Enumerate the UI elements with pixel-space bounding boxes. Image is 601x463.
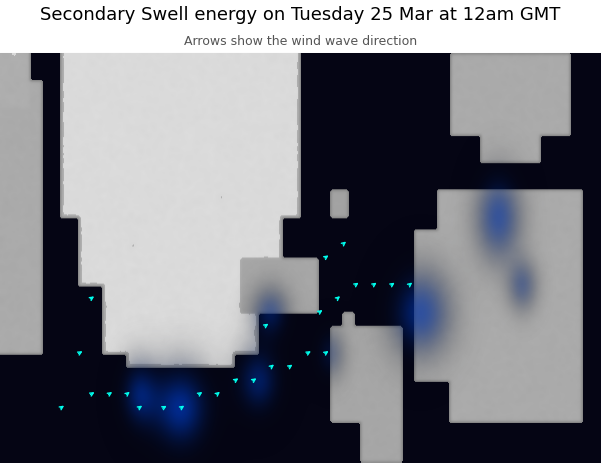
Text: Secondary Swell energy on Tuesday 25 Mar at 12am GMT: Secondary Swell energy on Tuesday 25 Mar…	[40, 6, 561, 24]
Text: Arrows show the wind wave direction: Arrows show the wind wave direction	[184, 35, 417, 48]
